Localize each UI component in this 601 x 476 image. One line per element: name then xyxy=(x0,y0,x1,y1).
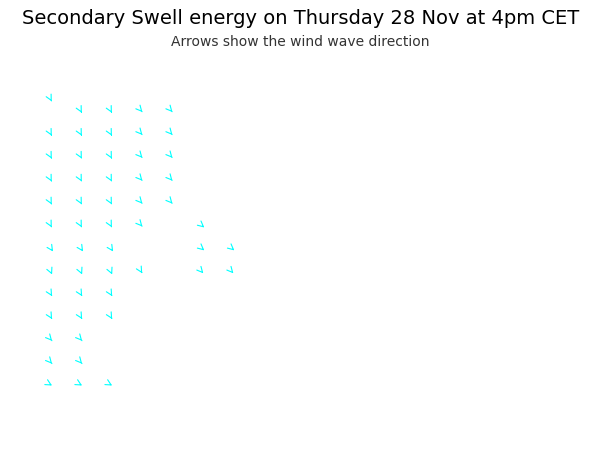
Text: Arrows show the wind wave direction: Arrows show the wind wave direction xyxy=(171,35,430,49)
Text: Secondary Swell energy on Thursday 28 Nov at 4pm CET: Secondary Swell energy on Thursday 28 No… xyxy=(22,9,579,28)
